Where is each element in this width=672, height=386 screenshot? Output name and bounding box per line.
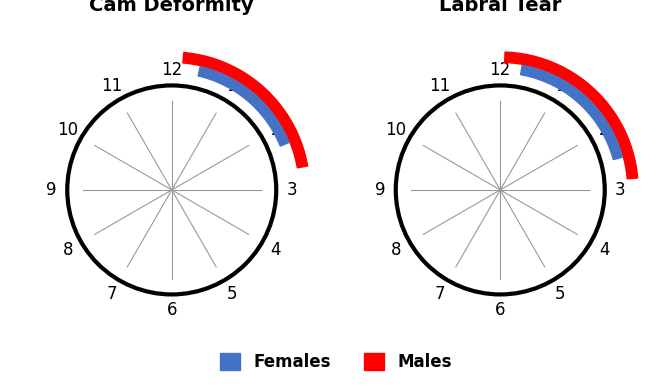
Text: 7: 7 [435, 285, 446, 303]
Text: 8: 8 [62, 241, 73, 259]
Text: 2: 2 [599, 121, 610, 139]
Text: 10: 10 [386, 121, 407, 139]
Text: 5: 5 [555, 285, 566, 303]
Text: 12: 12 [161, 61, 182, 79]
Text: 6: 6 [495, 301, 505, 319]
Text: 4: 4 [599, 241, 610, 259]
Text: 3: 3 [615, 181, 626, 199]
Title: Labral Tear: Labral Tear [439, 0, 561, 15]
Title: Cam Deformity: Cam Deformity [89, 0, 254, 15]
Polygon shape [198, 67, 289, 146]
Text: 3: 3 [287, 181, 297, 199]
Text: 9: 9 [46, 181, 57, 199]
Text: 1: 1 [226, 77, 237, 95]
Text: 11: 11 [101, 77, 122, 95]
Text: 1: 1 [555, 77, 566, 95]
Text: 6: 6 [167, 301, 177, 319]
Text: 11: 11 [429, 77, 451, 95]
Text: 8: 8 [391, 241, 401, 259]
Text: 4: 4 [271, 241, 281, 259]
Polygon shape [505, 52, 638, 179]
Text: 7: 7 [106, 285, 117, 303]
Legend: Females, Males: Females, Males [213, 346, 459, 378]
Text: 9: 9 [375, 181, 385, 199]
Text: 5: 5 [226, 285, 237, 303]
Polygon shape [521, 65, 622, 160]
Text: 10: 10 [57, 121, 78, 139]
Text: 12: 12 [490, 61, 511, 79]
Polygon shape [183, 52, 308, 168]
Text: 2: 2 [271, 121, 281, 139]
